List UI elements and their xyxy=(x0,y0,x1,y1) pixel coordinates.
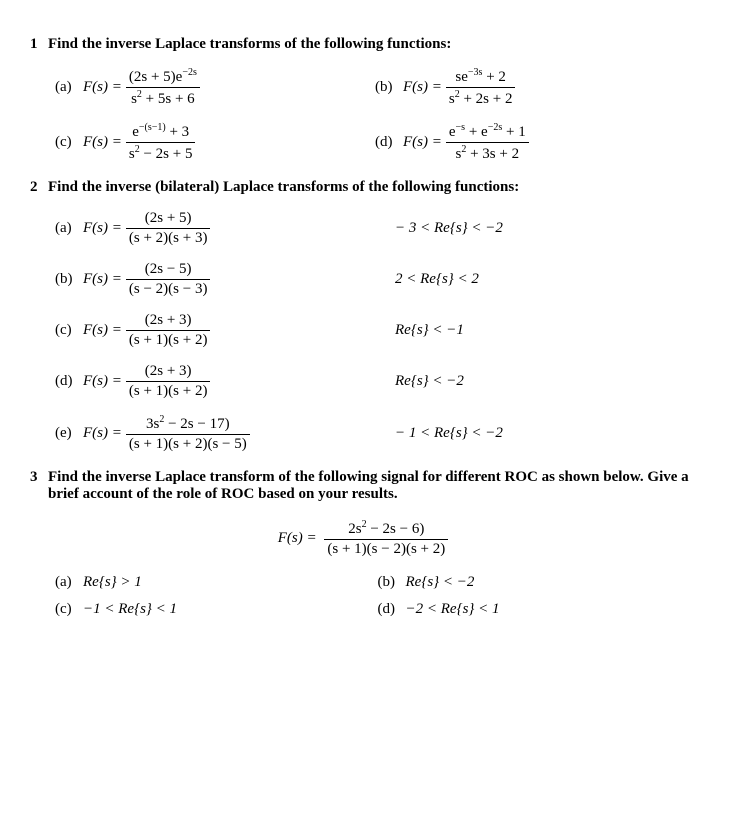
lhs: F(s) = xyxy=(83,79,122,96)
fraction: 2s2 − 2s − 6) (s + 1)(s − 2)(s + 2) xyxy=(324,519,448,558)
fraction: e−(s−1) + 3 s2 − 2s + 5 xyxy=(126,122,196,163)
label: (d) xyxy=(378,601,406,618)
roc: 2 < Re{s} < 2 xyxy=(395,271,479,288)
label: (b) xyxy=(375,79,403,96)
label: (d) xyxy=(375,134,403,151)
fraction: (2s + 5) (s + 2)(s + 3) xyxy=(126,210,211,247)
label: (b) xyxy=(55,271,83,288)
label: (e) xyxy=(55,425,83,442)
q2-title: Find the inverse (bilateral) Laplace tra… xyxy=(48,179,519,196)
lhs: F(s) = xyxy=(278,530,317,546)
denominator: (s − 2)(s − 3) xyxy=(126,280,211,298)
label: (c) xyxy=(55,322,83,339)
q2-part-c: (c) F(s) = (2s + 3) (s + 1)(s + 2) xyxy=(55,312,395,349)
q1-part-d: (d) F(s) = e−s + e−2s + 1 s2 + 3s + 2 xyxy=(375,122,700,163)
label: (d) xyxy=(55,373,83,390)
q1-part-b: (b) F(s) = se−3s + 2 s2 + 2s + 2 xyxy=(375,67,700,108)
numerator: e−(s−1) + 3 xyxy=(126,122,196,143)
q2-parts: (a) F(s) = (2s + 5) (s + 2)(s + 3) − 3 <… xyxy=(55,210,700,453)
numerator: 3s2 − 2s − 17) xyxy=(126,414,250,435)
fraction: (2s + 3) (s + 1)(s + 2) xyxy=(126,312,211,349)
numerator: (2s + 5) xyxy=(126,210,211,229)
q2-part-d: (d) F(s) = (2s + 3) (s + 1)(s + 2) xyxy=(55,363,395,400)
q3-equation: F(s) = 2s2 − 2s − 6) (s + 1)(s − 2)(s + … xyxy=(30,519,700,558)
label: (c) xyxy=(55,134,83,151)
denominator: s2 + 2s + 2 xyxy=(446,88,516,108)
q3-part-a: (a) Re{s} > 1 xyxy=(55,574,378,591)
q1-part-c: (c) F(s) = e−(s−1) + 3 s2 − 2s + 5 xyxy=(55,122,375,163)
q3-part-c: (c) −1 < Re{s} < 1 xyxy=(55,601,378,618)
lhs: F(s) = xyxy=(83,134,122,151)
denominator: (s + 1)(s + 2) xyxy=(126,382,211,400)
fraction: 3s2 − 2s − 17) (s + 1)(s + 2)(s − 5) xyxy=(126,414,250,453)
numerator: (2s + 5)e−2s xyxy=(126,67,200,88)
roc: Re{s} < −2 xyxy=(395,373,464,390)
q2-part-b: (b) F(s) = (2s − 5) (s − 2)(s − 3) xyxy=(55,261,395,298)
denominator: (s + 1)(s − 2)(s + 2) xyxy=(324,540,448,558)
q3-number: 3 xyxy=(30,469,48,503)
numerator: e−s + e−2s + 1 xyxy=(446,122,529,143)
q3-part-b: (b) Re{s} < −2 xyxy=(378,574,701,591)
q1-title: Find the inverse Laplace transforms of t… xyxy=(48,36,451,53)
q3-part-d: (d) −2 < Re{s} < 1 xyxy=(378,601,701,618)
text: Re{s} < −2 xyxy=(406,574,475,591)
lhs: F(s) = xyxy=(83,220,122,237)
denominator: s2 − 2s + 5 xyxy=(126,143,196,163)
q1-number: 1 xyxy=(30,36,48,53)
fraction: (2s + 5)e−2s s2 + 5s + 6 xyxy=(126,67,200,108)
denominator: s2 + 5s + 6 xyxy=(126,88,200,108)
label: (a) xyxy=(55,79,83,96)
text: Re{s} > 1 xyxy=(83,574,142,591)
label: (a) xyxy=(55,574,83,591)
roc: − 3 < Re{s} < −2 xyxy=(395,220,503,237)
text: −1 < Re{s} < 1 xyxy=(83,601,177,618)
denominator: s2 + 3s + 2 xyxy=(446,143,529,163)
q2-part-e: (e) F(s) = 3s2 − 2s − 17) (s + 1)(s + 2)… xyxy=(55,414,395,453)
numerator: se−3s + 2 xyxy=(446,67,516,88)
fraction: se−3s + 2 s2 + 2s + 2 xyxy=(446,67,516,108)
numerator: (2s + 3) xyxy=(126,312,211,331)
label: (c) xyxy=(55,601,83,618)
fraction: (2s + 3) (s + 1)(s + 2) xyxy=(126,363,211,400)
roc: Re{s} < −1 xyxy=(395,322,464,339)
q1-part-a: (a) F(s) = (2s + 5)e−2s s2 + 5s + 6 xyxy=(55,67,375,108)
q2-number: 2 xyxy=(30,179,48,196)
q2-part-a: (a) F(s) = (2s + 5) (s + 2)(s + 3) xyxy=(55,210,395,247)
denominator: (s + 1)(s + 2)(s − 5) xyxy=(126,435,250,453)
q3-title: Find the inverse Laplace transform of th… xyxy=(48,469,700,503)
denominator: (s + 2)(s + 3) xyxy=(126,229,211,247)
lhs: F(s) = xyxy=(83,425,122,442)
numerator: (2s − 5) xyxy=(126,261,211,280)
question-2-heading: 2 Find the inverse (bilateral) Laplace t… xyxy=(30,179,700,196)
fraction: e−s + e−2s + 1 s2 + 3s + 2 xyxy=(446,122,529,163)
fraction: (2s − 5) (s − 2)(s − 3) xyxy=(126,261,211,298)
lhs: F(s) = xyxy=(83,373,122,390)
label: (a) xyxy=(55,220,83,237)
label: (b) xyxy=(378,574,406,591)
lhs: F(s) = xyxy=(403,134,442,151)
question-3-heading: 3 Find the inverse Laplace transform of … xyxy=(30,469,700,503)
roc: − 1 < Re{s} < −2 xyxy=(395,425,503,442)
numerator: 2s2 − 2s − 6) xyxy=(324,519,448,540)
numerator: (2s + 3) xyxy=(126,363,211,382)
question-1-heading: 1 Find the inverse Laplace transforms of… xyxy=(30,36,700,53)
lhs: F(s) = xyxy=(83,271,122,288)
denominator: (s + 1)(s + 2) xyxy=(126,331,211,349)
text: −2 < Re{s} < 1 xyxy=(406,601,500,618)
lhs: F(s) = xyxy=(83,322,122,339)
q3-parts: (a) Re{s} > 1 (b) Re{s} < −2 (c) −1 < Re… xyxy=(55,574,700,618)
q1-parts: (a) F(s) = (2s + 5)e−2s s2 + 5s + 6 (b) … xyxy=(55,67,700,163)
lhs: F(s) = xyxy=(403,79,442,96)
